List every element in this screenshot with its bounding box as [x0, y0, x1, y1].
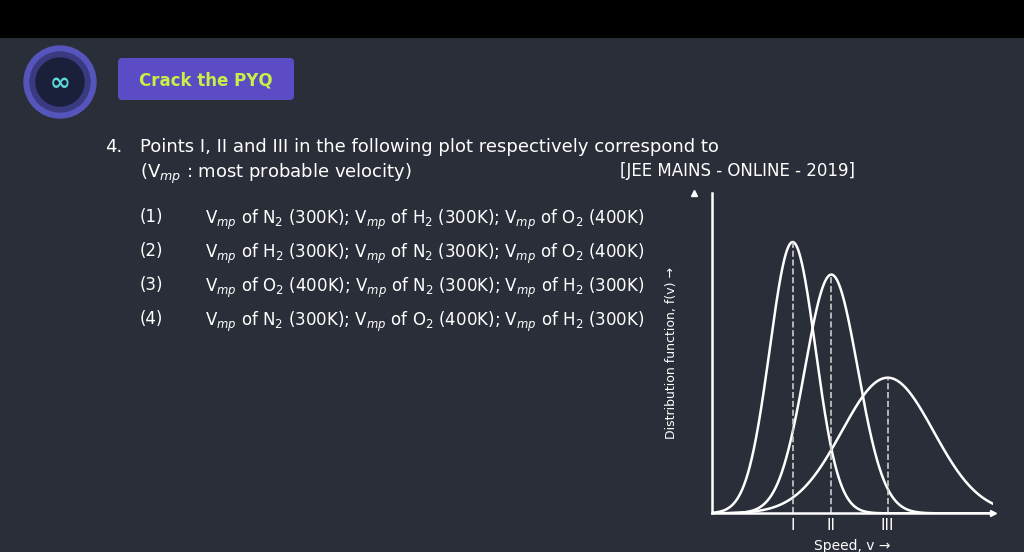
- X-axis label: Speed, v →: Speed, v →: [814, 539, 891, 552]
- Text: V$_{mp}$ of O$_2$ (400K); V$_{mp}$ of N$_2$ (300K); V$_{mp}$ of H$_2$ (300K): V$_{mp}$ of O$_2$ (400K); V$_{mp}$ of N$…: [205, 276, 644, 300]
- Text: (4): (4): [140, 310, 164, 328]
- Text: V$_{mp}$ of H$_2$ (300K); V$_{mp}$ of N$_2$ (300K); V$_{mp}$ of O$_2$ (400K): V$_{mp}$ of H$_2$ (300K); V$_{mp}$ of N$…: [205, 242, 644, 266]
- FancyBboxPatch shape: [118, 58, 294, 100]
- Text: (V$_{mp}$ : most probable velocity): (V$_{mp}$ : most probable velocity): [140, 162, 412, 186]
- Text: 4.: 4.: [105, 138, 122, 156]
- Text: Crack the PYQ: Crack the PYQ: [139, 71, 272, 89]
- Circle shape: [24, 46, 96, 118]
- Text: [JEE MAINS - ONLINE - 2019]: [JEE MAINS - ONLINE - 2019]: [620, 162, 855, 180]
- Y-axis label: Distribution function, f(v) →: Distribution function, f(v) →: [665, 267, 678, 439]
- Text: Points I, II and III in the following plot respectively correspond to: Points I, II and III in the following pl…: [140, 138, 719, 156]
- Text: V$_{mp}$ of N$_2$ (300K); V$_{mp}$ of H$_2$ (300K); V$_{mp}$ of O$_2$ (400K): V$_{mp}$ of N$_2$ (300K); V$_{mp}$ of H$…: [205, 208, 644, 232]
- Text: (1): (1): [140, 208, 164, 226]
- FancyBboxPatch shape: [0, 0, 1024, 38]
- Circle shape: [36, 58, 84, 106]
- FancyBboxPatch shape: [0, 38, 1024, 552]
- Circle shape: [30, 52, 90, 112]
- Text: V$_{mp}$ of N$_2$ (300K); V$_{mp}$ of O$_2$ (400K); V$_{mp}$ of H$_2$ (300K): V$_{mp}$ of N$_2$ (300K); V$_{mp}$ of O$…: [205, 310, 644, 334]
- Text: (3): (3): [140, 276, 164, 294]
- Text: (2): (2): [140, 242, 164, 260]
- Text: ∞: ∞: [49, 71, 71, 95]
